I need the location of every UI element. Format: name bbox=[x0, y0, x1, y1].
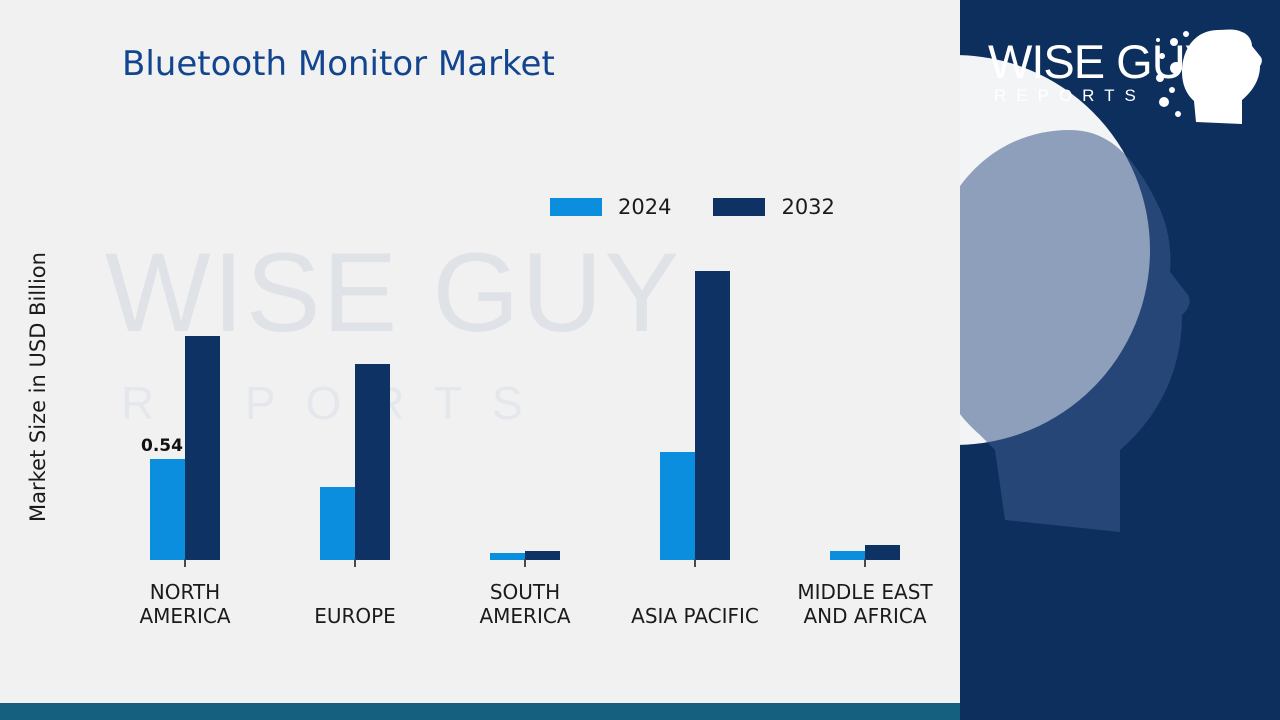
wiseguy-logo: WISE GUY REPORTS bbox=[980, 26, 1262, 126]
x-axis-tick bbox=[184, 559, 186, 567]
chart-legend: 2024 2032 bbox=[550, 195, 835, 219]
bar-2032[interactable] bbox=[865, 545, 900, 560]
bar-2024[interactable] bbox=[660, 452, 695, 560]
head-silhouette-shadow-icon bbox=[960, 130, 1190, 532]
logo-head-icon bbox=[1156, 29, 1262, 124]
page-title: Bluetooth Monitor Market bbox=[122, 44, 555, 84]
x-axis-category-label: MIDDLE EAST AND AFRICA bbox=[797, 580, 933, 628]
logo-wordmark-secondary: REPORTS bbox=[994, 86, 1146, 105]
bar-2032[interactable] bbox=[695, 271, 730, 560]
x-axis-category-label: SOUTH AMERICA bbox=[479, 580, 571, 628]
legend-label-2024: 2024 bbox=[618, 195, 672, 219]
x-axis-category-label: NORTH AMERICA bbox=[139, 580, 231, 628]
bar-group: 0.54 NORTH AMERICA bbox=[139, 0, 231, 720]
bar-group: MIDDLE EAST AND AFRICA bbox=[797, 0, 933, 720]
x-axis-tick bbox=[524, 559, 526, 567]
bar-group: ASIA PACIFIC bbox=[631, 0, 759, 720]
bar-2024[interactable] bbox=[150, 459, 185, 560]
x-axis-category-label: ASIA PACIFIC bbox=[631, 604, 759, 628]
bar-chart: Market Size in USD Billion 2024 2032 0.5… bbox=[26, 0, 933, 720]
bar-2024[interactable] bbox=[490, 553, 525, 560]
footer-accent-bar bbox=[0, 703, 960, 720]
x-axis-tick bbox=[354, 559, 356, 567]
brand-panel: WISE GUY REPORTS bbox=[960, 0, 1280, 720]
bar-2024[interactable] bbox=[830, 551, 865, 560]
bar-2032[interactable] bbox=[355, 364, 390, 560]
legend-item-2032[interactable]: 2032 bbox=[713, 195, 835, 219]
legend-swatch-2032 bbox=[713, 198, 766, 216]
plot-area: 0.54 NORTH AMERICA EUROPE SOUTH AMERICA ASIA… bbox=[139, 0, 933, 720]
bar-2032[interactable] bbox=[525, 551, 560, 560]
x-axis-tick bbox=[694, 559, 696, 567]
bar-group: SOUTH AMERICA bbox=[479, 0, 571, 720]
legend-item-2024[interactable]: 2024 bbox=[550, 195, 671, 219]
bar-group: EUROPE bbox=[314, 0, 396, 720]
bar-value-label: 0.54 bbox=[141, 436, 183, 456]
legend-label-2032: 2032 bbox=[781, 195, 835, 219]
dot-pattern-decoration bbox=[960, 120, 1080, 450]
logo-wordmark-primary: WISE GUY bbox=[988, 35, 1216, 88]
legend-swatch-2024 bbox=[550, 198, 602, 216]
x-axis-tick bbox=[864, 559, 866, 567]
x-axis-category-label: EUROPE bbox=[314, 604, 396, 628]
bar-2032[interactable] bbox=[185, 336, 220, 560]
bar-2024[interactable] bbox=[320, 487, 355, 560]
